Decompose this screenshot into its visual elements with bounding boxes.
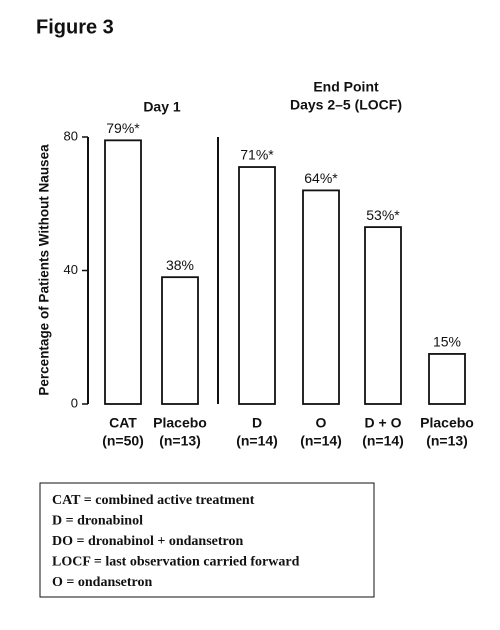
bar xyxy=(428,353,466,405)
y-tick-label: 40 xyxy=(64,262,78,277)
panel-title: End Point xyxy=(313,79,379,95)
x-tick-label: D + O xyxy=(365,415,402,431)
y-tick-label: 0 xyxy=(71,395,78,410)
sample-size: (n=14) xyxy=(300,433,342,449)
sample-size: (n=50) xyxy=(102,433,144,449)
x-tick-label: CAT xyxy=(109,415,137,431)
value-label: 38% xyxy=(166,257,194,273)
sample-size: (n=13) xyxy=(159,433,201,449)
bar xyxy=(302,189,340,405)
legend-note: O = ondansetron xyxy=(52,575,153,590)
x-tick-label: Placebo xyxy=(420,415,474,431)
bar xyxy=(364,226,402,405)
panel-title: Days 2–5 (LOCF) xyxy=(290,97,402,113)
bar xyxy=(161,276,199,405)
y-tick-label: 80 xyxy=(64,128,78,143)
bar xyxy=(238,166,276,405)
value-label: 64%* xyxy=(304,170,338,186)
value-label: 79%* xyxy=(106,120,140,136)
bar xyxy=(104,139,142,405)
panel-title: Day 1 xyxy=(143,99,181,115)
value-label: 15% xyxy=(433,334,461,350)
sample-size: (n=14) xyxy=(236,433,278,449)
value-label: 71%* xyxy=(240,147,274,163)
x-tick-label: Placebo xyxy=(153,415,207,431)
legend-note: LOCF = last observation carried forward xyxy=(52,555,300,570)
x-tick-label: D xyxy=(252,415,262,431)
legend-note: CAT = combined active treatment xyxy=(52,493,255,508)
legend-note: DO = dronabinol + ondansetron xyxy=(52,534,243,549)
sample-size: (n=13) xyxy=(426,433,468,449)
sample-size: (n=14) xyxy=(362,433,404,449)
legend-box xyxy=(39,482,375,598)
x-tick-label: O xyxy=(316,415,327,431)
value-label: 53%* xyxy=(366,207,400,223)
legend-note: D = dronabinol xyxy=(52,514,143,529)
figure-title: Figure 3 xyxy=(36,16,114,38)
y-axis-label: Percentage of Patients Without Nausea xyxy=(37,144,52,396)
